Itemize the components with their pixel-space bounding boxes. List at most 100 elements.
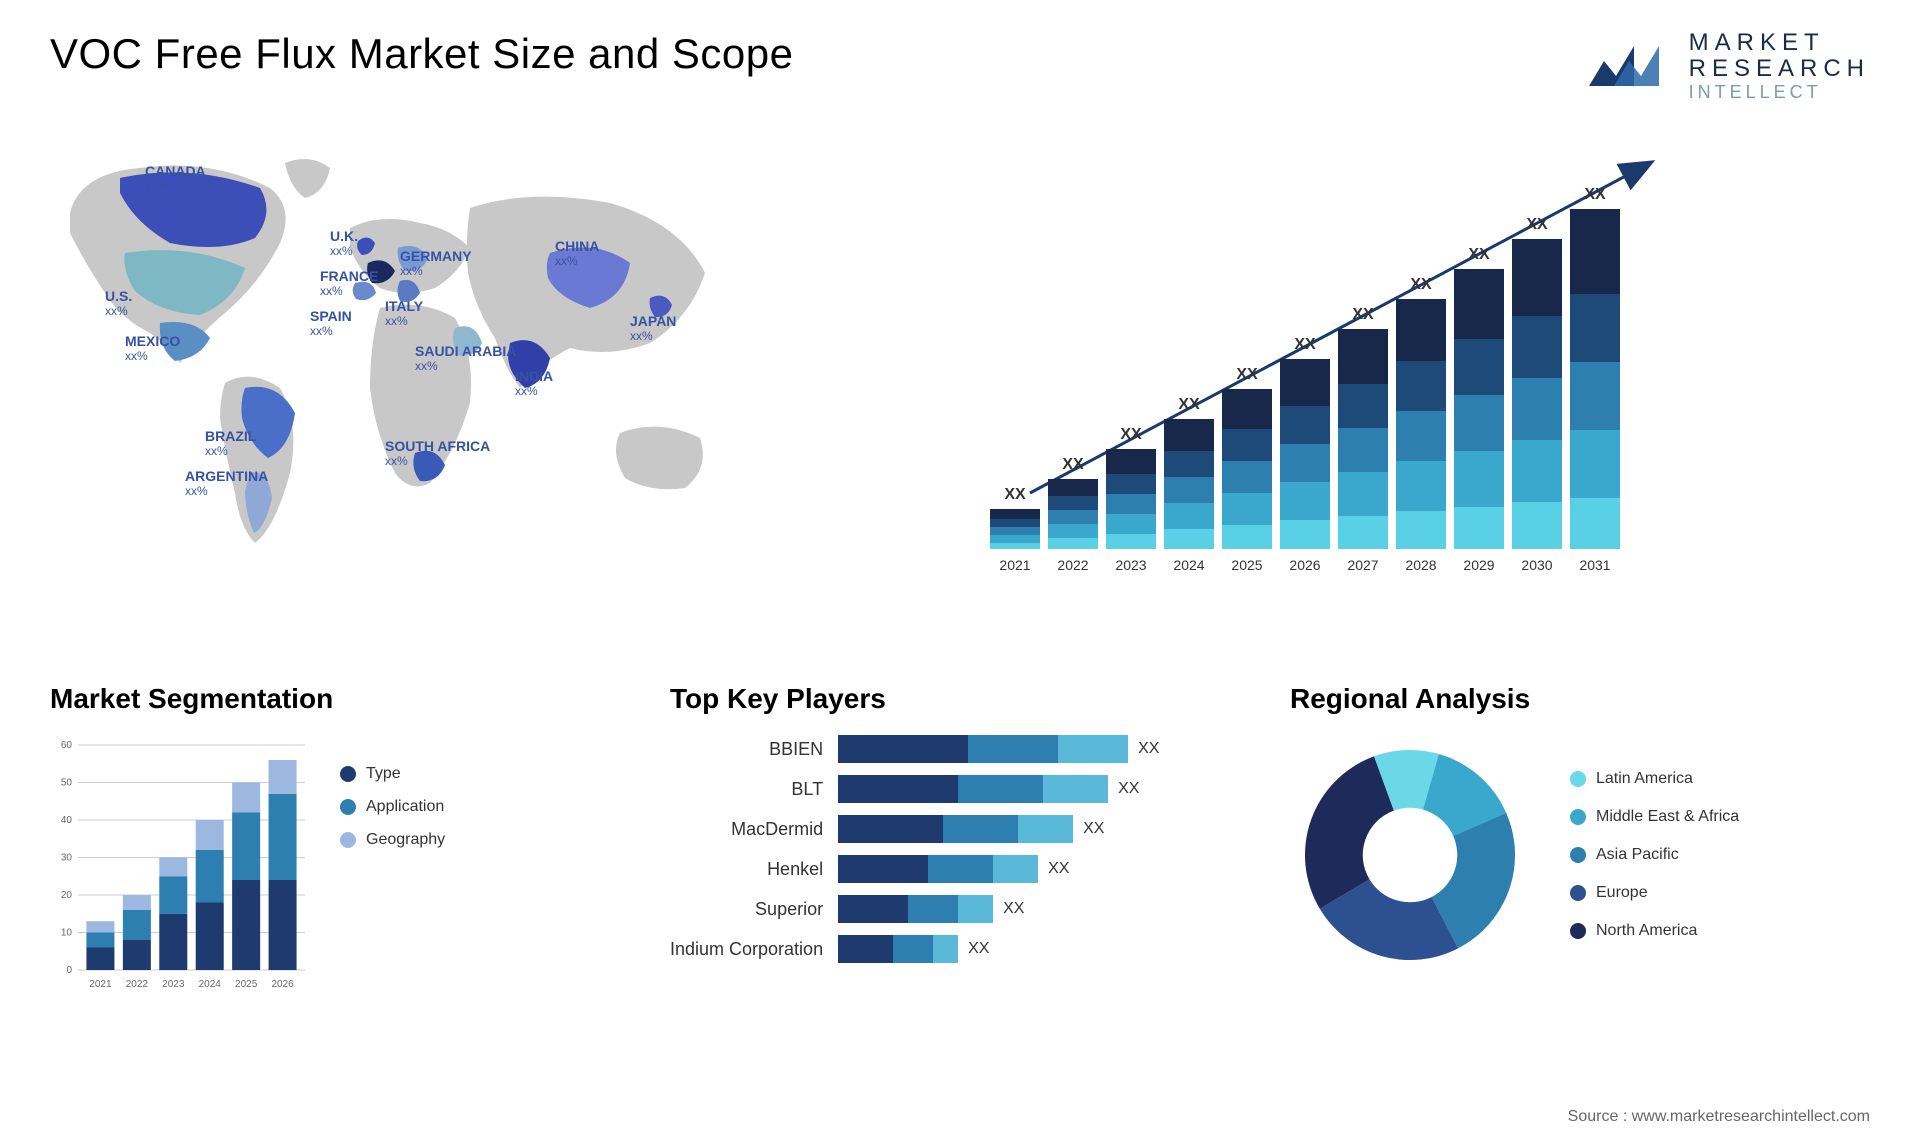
legend-label: Middle East & Africa xyxy=(1596,808,1739,826)
growth-year-label: 2023 xyxy=(1115,557,1146,573)
regional-legend: Latin America Middle East & Africa Asia Pa… xyxy=(1570,770,1739,940)
svg-text:50: 50 xyxy=(61,777,73,788)
seg-legend-geography: Geography xyxy=(340,831,445,849)
logo-text-3: INTELLECT xyxy=(1689,83,1870,103)
regional-legend-middle-east-africa: Middle East & Africa xyxy=(1570,808,1739,826)
growth-value-label: XX xyxy=(1062,456,1083,474)
player-bar-macdermid: XX xyxy=(838,815,1159,843)
map-label-spain: SPAINxx% xyxy=(310,308,352,339)
growth-bar-2028: XX 2028 xyxy=(1396,276,1446,573)
legend-dot-icon xyxy=(340,799,356,815)
player-bar-henkel: XX xyxy=(838,855,1159,883)
source-attribution: Source : www.marketresearchintellect.com xyxy=(1568,1108,1870,1126)
growth-bar-2030: XX2030 xyxy=(1512,216,1562,573)
growth-bar-2026: XX 2026 xyxy=(1280,336,1330,573)
player-value-label: XX xyxy=(1003,900,1024,918)
seg-legend-type: Type xyxy=(340,765,445,783)
legend-dot-icon xyxy=(1570,847,1586,863)
player-bar-superior: XX xyxy=(838,895,1159,923)
player-bar-blt: XX xyxy=(838,775,1159,803)
growth-bar-2024: XX 2024 xyxy=(1164,396,1214,573)
regional-title: Regional Analysis xyxy=(1290,683,1870,715)
legend-dot-icon xyxy=(1570,771,1586,787)
svg-text:30: 30 xyxy=(61,852,73,863)
growth-value-label: XX xyxy=(1526,216,1547,234)
map-label-germany: GERMANYxx% xyxy=(400,248,472,279)
legend-label: Application xyxy=(366,798,444,816)
players-section: Top Key Players BBIEN BLT MacDermid Henkel S… xyxy=(670,683,1250,995)
player-label-superior: Superior xyxy=(670,895,823,923)
segmentation-chart: 0102030405060202120222023202420252026 xyxy=(50,735,310,995)
regional-legend-asia-pacific: Asia Pacific xyxy=(1570,846,1739,864)
growth-value-label: XX xyxy=(1004,486,1025,504)
regional-legend-north-america: North America xyxy=(1570,922,1739,940)
segmentation-title: Market Segmentation xyxy=(50,683,630,715)
growth-bar-2022: XX2022 xyxy=(1048,456,1098,573)
legend-label: Type xyxy=(366,765,401,783)
svg-text:20: 20 xyxy=(61,890,73,901)
growth-bar-2027: XX2027 xyxy=(1338,306,1388,573)
player-label-henkel: Henkel xyxy=(670,855,823,883)
brand-logo: MARKET RESEARCH INTELLECT xyxy=(1584,30,1870,103)
map-label-china: CHINAxx% xyxy=(555,238,599,269)
legend-label: Latin America xyxy=(1596,770,1693,788)
growth-bar-2025: XX2025 xyxy=(1222,366,1272,573)
svg-text:2024: 2024 xyxy=(199,979,222,990)
donut-slice-north-america xyxy=(1305,756,1394,908)
player-bar-indium-corporation: XX xyxy=(838,935,1159,963)
map-label-japan: JAPANxx% xyxy=(630,313,676,344)
growth-value-label: XX xyxy=(1468,246,1489,264)
growth-year-label: 2024 xyxy=(1173,557,1204,573)
regional-section: Regional Analysis Latin America Middle Ea… xyxy=(1290,683,1870,995)
player-label-macdermid: MacDermid xyxy=(670,815,823,843)
player-label-blt: BLT xyxy=(670,775,823,803)
page-title: VOC Free Flux Market Size and Scope xyxy=(50,30,793,78)
map-label-canada: CANADAxx% xyxy=(145,163,206,194)
growth-chart-section: XX2021XX2022XX2023XX2024XX2025XX2026XX20… xyxy=(990,133,1870,633)
growth-bar-2029: XX 2029 xyxy=(1454,246,1504,573)
growth-value-label: XX xyxy=(1294,336,1315,354)
svg-text:2022: 2022 xyxy=(126,979,149,990)
player-value-label: XX xyxy=(968,940,989,958)
map-label-italy: ITALYxx% xyxy=(385,298,423,329)
growth-bar-2031: XX2031 xyxy=(1570,186,1620,573)
player-label-bbien: BBIEN xyxy=(670,735,823,763)
legend-dot-icon xyxy=(1570,885,1586,901)
players-title: Top Key Players xyxy=(670,683,1250,715)
growth-value-label: XX xyxy=(1178,396,1199,414)
map-label-argentina: ARGENTINAxx% xyxy=(185,468,268,499)
player-value-label: XX xyxy=(1048,860,1069,878)
svg-text:10: 10 xyxy=(61,927,73,938)
regional-legend-latin-america: Latin America xyxy=(1570,770,1739,788)
player-bar-bbien: XX xyxy=(838,735,1159,763)
legend-dot-icon xyxy=(340,766,356,782)
player-value-label: XX xyxy=(1118,780,1139,798)
regional-legend-europe: Europe xyxy=(1570,884,1739,902)
legend-dot-icon xyxy=(1570,809,1586,825)
map-label-brazil: BRAZILxx% xyxy=(205,428,256,459)
growth-bar-2021: XX 2021 xyxy=(990,486,1040,573)
growth-year-label: 2029 xyxy=(1463,557,1494,573)
svg-text:60: 60 xyxy=(61,740,73,751)
legend-dot-icon xyxy=(340,832,356,848)
map-label-mexico: MEXICOxx% xyxy=(125,333,180,364)
growth-year-label: 2028 xyxy=(1405,557,1436,573)
map-label-south-africa: SOUTH AFRICAxx% xyxy=(385,438,490,469)
legend-label: Asia Pacific xyxy=(1596,846,1679,864)
player-value-label: XX xyxy=(1138,740,1159,758)
growth-value-label: XX xyxy=(1410,276,1431,294)
logo-icon xyxy=(1584,36,1674,96)
growth-year-label: 2026 xyxy=(1289,557,1320,573)
map-label-saudi-arabia: SAUDI ARABIAxx% xyxy=(415,343,516,374)
player-label-indium-corporation: Indium Corporation xyxy=(670,935,823,963)
legend-label: Geography xyxy=(366,831,445,849)
growth-year-label: 2021 xyxy=(999,557,1030,573)
growth-value-label: XX xyxy=(1584,186,1605,204)
svg-text:2026: 2026 xyxy=(271,979,294,990)
map-label-france: FRANCExx% xyxy=(320,268,378,299)
map-label-u.s.: U.S.xx% xyxy=(105,288,132,319)
player-value-label: XX xyxy=(1083,820,1104,838)
growth-value-label: XX xyxy=(1352,306,1373,324)
map-label-u.k.: U.K.xx% xyxy=(330,228,358,259)
svg-text:40: 40 xyxy=(61,815,73,826)
